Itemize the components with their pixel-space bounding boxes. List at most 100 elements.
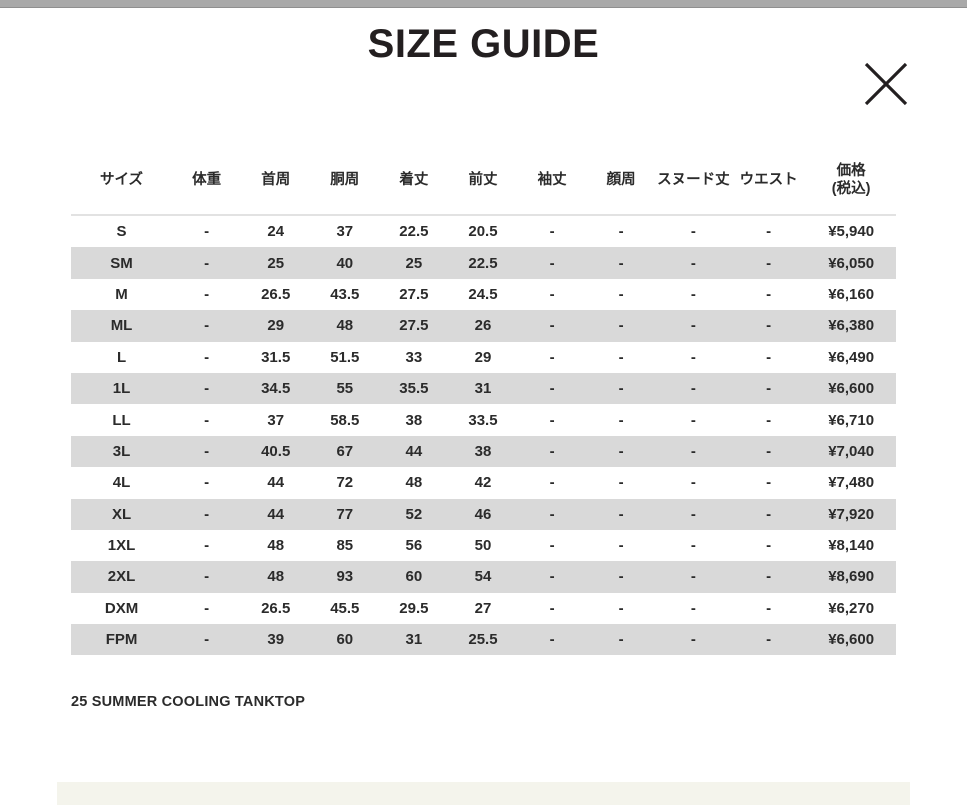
cell-measurement: 31 [379, 624, 449, 656]
cell-price: ¥6,710 [828, 411, 875, 429]
cell-measurement: 27.5 [379, 310, 449, 342]
cell-measurement: 37 [267, 411, 285, 429]
cell-measurement: - [586, 624, 656, 656]
cell-measurement: 40 [310, 247, 380, 279]
cell-measurement: - [549, 348, 555, 366]
cell-measurement: 42 [474, 474, 492, 492]
price-header-line2: (税込) [831, 181, 871, 197]
cell-measurement: - [731, 310, 807, 342]
column-header-neck: 首周 [241, 150, 311, 216]
cell-measurement: - [549, 599, 555, 617]
product-caption: 25 SUMMER COOLING TANKTOP [71, 694, 306, 710]
cell-size: 2XL [71, 561, 173, 593]
cell-measurement: - [731, 247, 807, 279]
cell-measurement: - [618, 411, 624, 429]
cell-measurement: 20.5 [468, 223, 498, 241]
cell-price: ¥7,920 [806, 498, 896, 530]
cell-size: 3L [71, 435, 173, 468]
cell-measurement: 25 [241, 247, 311, 279]
top-scrollbar-strip[interactable] [0, 0, 967, 8]
cell-measurement: - [172, 310, 242, 342]
cell-size: ML [71, 310, 173, 342]
column-header-size: サイズ [71, 150, 173, 216]
cell-measurement: 25.5 [448, 624, 518, 656]
cell-measurement: - [766, 223, 772, 241]
cell-measurement: 24.5 [468, 285, 498, 303]
cell-measurement: - [204, 537, 210, 555]
cell-measurement: 34.5 [241, 372, 311, 405]
column-header-sleeve: 袖丈 [517, 150, 587, 216]
cell-price: ¥6,600 [806, 372, 896, 405]
cell-size: SM [71, 247, 173, 279]
table-header-row: サイズ 体重 首周 胴周 着丈 前丈 袖丈 顔周 スヌード丈 ウエスト 価格 (… [71, 150, 896, 216]
close-icon[interactable] [858, 56, 914, 112]
table-row: LL - 37 58.5 38 33.5 - - - - ¥6,710 [71, 404, 896, 435]
cell-measurement: - [204, 411, 210, 429]
table-body: S -24 37 22.5 20.5- - - - ¥5,940 SM -25 40 25 22.5- - -… [71, 215, 896, 656]
cell-measurement: - [766, 537, 772, 555]
table-row: 1L -34.5 55 35.5 31- - - - ¥6,600 [71, 372, 896, 405]
cell-measurement: 26.5 [261, 599, 291, 617]
cell-measurement: 29 [474, 348, 492, 366]
cell-measurement: 35.5 [379, 372, 449, 405]
cell-size: DXM [104, 599, 139, 617]
cell-measurement: - [204, 285, 210, 303]
table-row: SM -25 40 25 22.5- - - - ¥6,050 [71, 247, 896, 279]
cell-measurement: 55 [310, 372, 380, 405]
cell-size: L [116, 348, 127, 366]
cell-measurement: 44 [241, 498, 311, 530]
cell-measurement: - [586, 498, 656, 530]
cell-measurement: - [517, 310, 587, 342]
column-header-face: 顔周 [586, 150, 656, 216]
cell-measurement: - [204, 348, 210, 366]
cell-measurement: - [655, 561, 731, 593]
column-header-chest: 胴周 [310, 150, 380, 216]
cell-measurement: - [586, 561, 656, 593]
cell-price: ¥8,140 [828, 537, 875, 555]
table-row: 4L - 44 72 48 42 - - - - ¥7,480 [71, 467, 896, 498]
cell-measurement: - [690, 599, 696, 617]
cell-measurement: 50 [474, 537, 492, 555]
page-title: SIZE GUIDE [367, 22, 600, 66]
cell-measurement: - [618, 223, 624, 241]
cell-measurement: 33.5 [468, 411, 498, 429]
cell-measurement: - [731, 624, 807, 656]
cell-size: M [115, 285, 128, 303]
cell-measurement: - [766, 474, 772, 492]
cell-price: ¥6,600 [806, 624, 896, 656]
cell-measurement: 93 [310, 561, 380, 593]
cell-measurement: 77 [310, 498, 380, 530]
cell-price: ¥7,480 [828, 474, 875, 492]
cell-price: ¥7,040 [806, 435, 896, 468]
price-header-line1: 価格 [836, 162, 866, 179]
cell-measurement: - [549, 285, 555, 303]
cell-measurement: - [172, 372, 242, 405]
cell-measurement: - [549, 223, 555, 241]
cell-size: 4L [112, 474, 131, 492]
cell-measurement: 27.5 [399, 285, 429, 303]
cell-price: ¥8,690 [806, 561, 896, 593]
cell-measurement: - [690, 348, 696, 366]
cell-measurement: - [618, 599, 624, 617]
cell-price: ¥6,160 [828, 285, 875, 303]
cell-measurement: - [549, 411, 555, 429]
cell-measurement: - [618, 348, 624, 366]
size-guide-table: サイズ 体重 首周 胴周 着丈 前丈 袖丈 顔周 スヌード丈 ウエスト 価格 (… [71, 150, 896, 656]
cell-measurement: 48 [267, 537, 285, 555]
cell-size: S [116, 223, 127, 241]
cell-measurement: 31 [448, 372, 518, 405]
cell-measurement: 67 [310, 435, 380, 468]
cell-measurement: 54 [448, 561, 518, 593]
cell-measurement: - [655, 247, 731, 279]
cell-measurement: - [731, 372, 807, 405]
cell-measurement: - [586, 247, 656, 279]
cell-measurement: - [655, 435, 731, 468]
cell-measurement: - [517, 624, 587, 656]
cell-measurement: - [204, 599, 210, 617]
cell-measurement: 58.5 [330, 411, 360, 429]
cell-measurement: 46 [448, 498, 518, 530]
cell-measurement: 38 [405, 411, 423, 429]
cell-measurement: - [517, 561, 587, 593]
table-row: 3L -40.5 67 44 38- - - - ¥7,040 [71, 435, 896, 468]
cell-measurement: 38 [448, 435, 518, 468]
